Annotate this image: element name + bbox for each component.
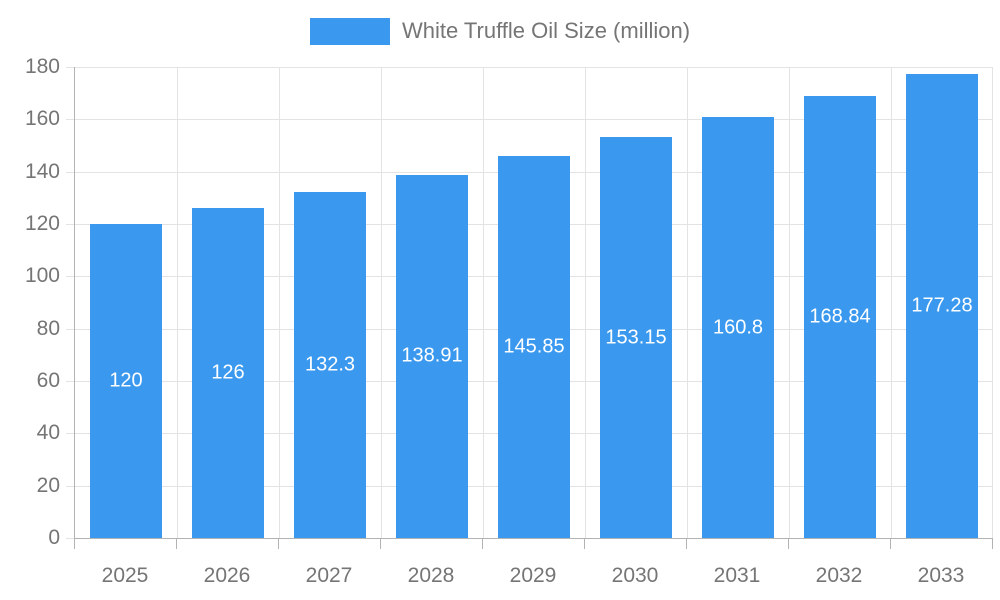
x-axis-tick bbox=[74, 539, 75, 549]
bar-value-label: 160.8 bbox=[712, 316, 764, 339]
x-tick-label: 2033 bbox=[917, 564, 965, 587]
y-axis-tick bbox=[66, 171, 74, 173]
y-tick-label: 120 bbox=[24, 212, 60, 235]
y-tick-label: 140 bbox=[24, 159, 60, 183]
y-axis-tick bbox=[66, 485, 74, 487]
y-tick-label: 80 bbox=[36, 316, 60, 340]
x-axis-tick bbox=[584, 539, 585, 549]
x-axis-tick bbox=[890, 539, 891, 549]
bar-value-label: 145.85 bbox=[503, 335, 565, 358]
x-tick-label: 2032 bbox=[815, 564, 863, 587]
x-axis-tick bbox=[992, 539, 993, 549]
bar-2032[interactable] bbox=[804, 96, 876, 538]
x-tick-label: 2030 bbox=[611, 564, 659, 587]
gridline-vertical bbox=[789, 67, 790, 538]
y-axis-tick bbox=[66, 67, 74, 68]
y-axis-tick bbox=[66, 381, 74, 382]
gridline-vertical bbox=[992, 67, 993, 538]
y-axis-tick bbox=[66, 538, 74, 539]
y-axis-tick bbox=[66, 433, 74, 435]
y-tick-label: 0 bbox=[48, 526, 60, 549]
gridline-vertical bbox=[585, 67, 586, 538]
chart-legend[interactable]: White Truffle Oil Size (million) bbox=[0, 14, 1000, 48]
bar-value-label: 132.3 bbox=[304, 353, 356, 376]
x-axis-tick bbox=[278, 539, 279, 549]
x-axis-tick bbox=[788, 539, 789, 549]
bar-value-label: 126 bbox=[211, 361, 245, 384]
bar-2033[interactable] bbox=[906, 74, 978, 538]
bar-value-label: 120 bbox=[109, 369, 143, 392]
x-axis-tick bbox=[686, 539, 687, 549]
x-axis-tick bbox=[176, 539, 177, 549]
gridline-vertical bbox=[891, 67, 892, 538]
y-tick-label: 40 bbox=[36, 421, 60, 445]
bar-2029[interactable] bbox=[498, 156, 570, 538]
bar-2026[interactable] bbox=[192, 208, 264, 538]
gridline-horizontal bbox=[75, 67, 993, 68]
x-axis-tick bbox=[380, 539, 381, 549]
x-axis-tick bbox=[482, 539, 483, 549]
x-tick-label: 2031 bbox=[713, 564, 761, 587]
y-axis-tick bbox=[66, 276, 74, 278]
y-tick-label: 160 bbox=[24, 107, 60, 131]
gridline-vertical bbox=[687, 67, 688, 538]
gridline-vertical bbox=[177, 67, 178, 538]
gridline-vertical bbox=[279, 67, 280, 538]
bar-2031[interactable] bbox=[702, 117, 774, 538]
y-tick-label: 20 bbox=[36, 473, 60, 497]
x-tick-label: 2025 bbox=[101, 564, 149, 587]
y-axis-tick bbox=[66, 224, 74, 225]
y-axis-tick bbox=[66, 328, 74, 330]
x-tick-label: 2029 bbox=[509, 564, 557, 587]
bar-value-label: 153.15 bbox=[605, 326, 667, 349]
plot-area: 120 126 132.3 138.91 145.85 153.15 160.8 168.84… bbox=[74, 67, 993, 539]
gridline-horizontal bbox=[75, 119, 993, 121]
bar-value-label: 138.91 bbox=[401, 344, 463, 367]
y-tick-label: 180 bbox=[24, 55, 60, 78]
y-tick-label: 60 bbox=[36, 369, 60, 392]
gridline-vertical bbox=[381, 67, 382, 538]
bar-value-label: 177.28 bbox=[911, 294, 973, 317]
x-tick-label: 2027 bbox=[305, 564, 353, 587]
y-tick-label: 100 bbox=[24, 264, 60, 288]
legend-swatch bbox=[309, 17, 390, 45]
bar-2025[interactable] bbox=[90, 224, 162, 538]
x-tick-label: 2028 bbox=[407, 564, 455, 587]
bar-value-label: 168.84 bbox=[809, 305, 871, 328]
gridline-vertical bbox=[483, 67, 484, 538]
y-axis-tick bbox=[66, 119, 74, 121]
bar-2027[interactable] bbox=[294, 191, 366, 538]
legend-label: White Truffle Oil Size (million) bbox=[401, 18, 691, 43]
bar-2028[interactable] bbox=[396, 174, 468, 538]
x-tick-label: 2026 bbox=[203, 564, 251, 587]
bar-2030[interactable] bbox=[600, 137, 672, 538]
